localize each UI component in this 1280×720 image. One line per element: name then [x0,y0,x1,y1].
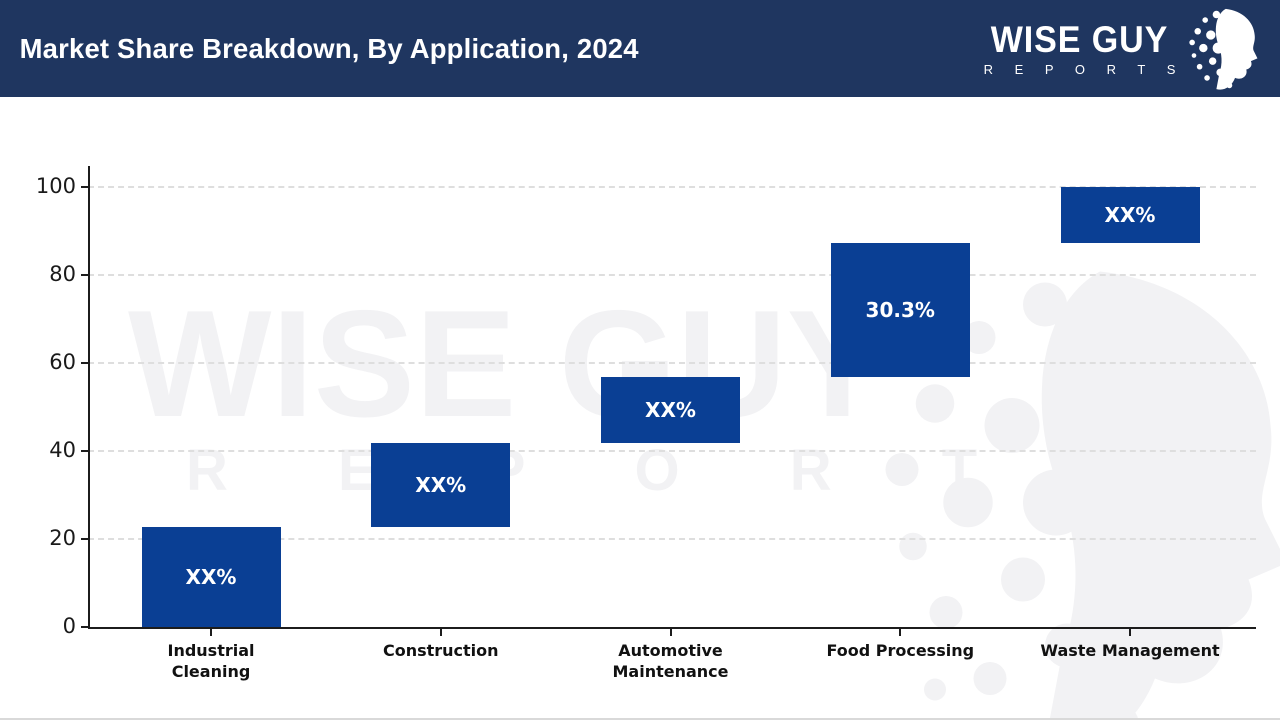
bar-industrial-cleaning [141,527,281,627]
logo-subtitle: R E P O R T S [983,62,1185,77]
page-title: Market Share Breakdown, By Application, … [19,32,639,64]
y-axis-label-60: 60 [49,350,76,374]
x-axis-category-line: Construction [382,641,499,660]
gridline-40 [88,450,1256,452]
x-axis-tick [210,629,212,636]
gridline-20 [88,538,1256,540]
y-axis-tick-0 [81,626,88,628]
x-axis-category-line: Industrial [167,641,255,660]
logo-text: WISE GUY R E P O R T S [983,21,1176,76]
bar-waste-management [1060,187,1200,244]
x-axis-category-line: Food Processing [826,641,975,660]
x-axis-category-label: Industrial Cleaning [167,641,254,683]
bar-value-label: XX% [1104,203,1156,228]
bar-construction [371,442,511,528]
x-axis-tick [1129,629,1131,636]
y-axis-tick-40 [81,450,88,452]
watermark-text-wise-guy: WISE GUY [128,279,889,449]
x-axis-category-label: Construction [383,641,499,662]
bar-value-label: XX% [415,472,467,497]
logo-wordmark: WISE GUY [990,19,1169,60]
y-axis-tick-20 [81,538,88,540]
gridline-60 [88,362,1256,364]
y-axis-tick-80 [81,274,88,276]
logo-head-icon [1189,8,1258,90]
bar-value-label: XX% [645,397,696,422]
wise-guy-reports-logo: WISE GUY R E P O R T S [983,7,1280,91]
y-axis-label-80: 80 [49,262,76,286]
x-axis-tick [899,629,902,636]
bar-value-label: XX% [185,565,237,590]
x-axis-tick [669,629,672,636]
gridline-80 [88,274,1256,276]
y-axis-label-20: 20 [49,526,76,550]
x-axis-category-label: Automotive Maintenance [612,641,728,683]
y-axis-label-0: 0 [62,614,76,638]
x-axis-category-line: Automotive [618,641,723,660]
bar-food-processing [830,243,970,377]
x-axis-category-label: Waste Management [1040,641,1219,662]
bar-automotive-maintenance [601,376,740,443]
x-axis-tick [439,629,442,636]
y-axis-label-100: 100 [35,174,76,198]
x-axis-spine [88,627,1256,629]
y-axis-spine [88,166,90,629]
x-axis-category-line: Cleaning [171,661,251,681]
header-bar: Market Share Breakdown, By Application, … [0,0,1280,97]
watermark-head-logo [885,271,1280,718]
y-axis-label-40: 40 [49,438,76,462]
gridline-100 [88,186,1256,188]
x-axis-category-line: Maintenance [612,661,729,681]
y-axis-tick-100 [81,186,88,188]
y-axis-tick-60 [81,362,88,364]
x-axis-category-line: Waste Management [1040,641,1220,660]
bar-value-label: 30.3% [865,297,935,322]
x-axis-category-label: Food Processing [826,641,974,662]
